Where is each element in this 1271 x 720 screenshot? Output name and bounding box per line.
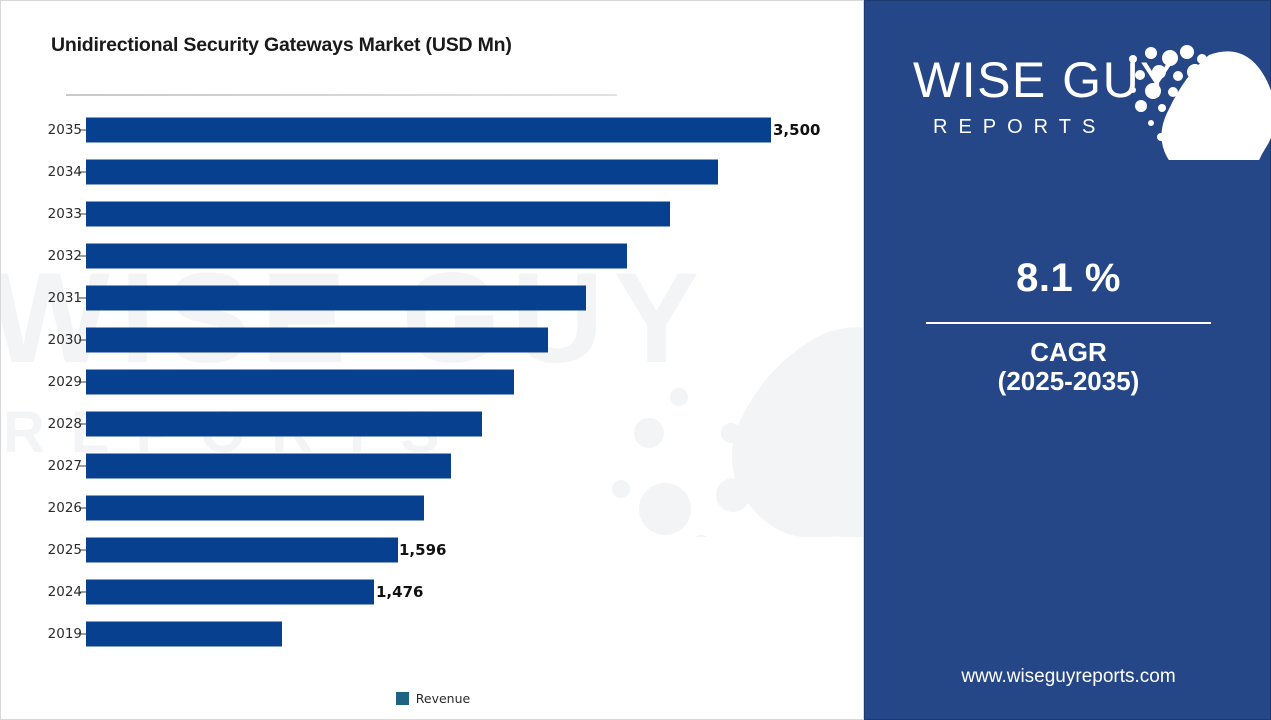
cagr-block: 8.1 % CAGR (2025-2035) [865, 256, 1271, 396]
bar-2034[interactable] [86, 159, 718, 185]
chart-row: 2031 [1, 277, 863, 319]
y-axis-label: 2026 [47, 500, 82, 516]
chart-row: 2028 [1, 403, 863, 445]
y-axis-label: 2027 [47, 458, 82, 474]
y-axis-label: 2035 [47, 122, 82, 138]
chart-row: 2024 1,476 [1, 571, 863, 613]
bar-2029[interactable] [86, 369, 514, 395]
axis-tick [79, 591, 86, 593]
axis-tick [79, 423, 86, 425]
bar-value-2024: 1,476 [376, 583, 424, 601]
y-axis-label: 2031 [47, 290, 82, 306]
legend-swatch-icon [395, 692, 409, 705]
cagr-value: 8.1 % [1016, 256, 1121, 300]
svg-text:REPORTS: REPORTS [933, 116, 1106, 138]
y-axis-label: 2025 [47, 542, 82, 558]
chart-panel: WISE GUY REPORTS Unidirectional Security… [0, 0, 864, 720]
bar-2033[interactable] [86, 201, 670, 227]
chart-legend: Revenue [1, 691, 863, 706]
axis-tick [79, 381, 86, 383]
chart-row: 2033 [1, 193, 863, 235]
bar-2026[interactable] [86, 495, 424, 521]
chart-row: 2027 [1, 445, 863, 487]
cagr-label-line2: (2025-2035) [997, 366, 1140, 397]
bar-2019[interactable] [86, 621, 282, 647]
cagr-label-line1: CAGR [1030, 337, 1107, 367]
bar-2032[interactable] [86, 243, 627, 269]
axis-tick [79, 297, 86, 299]
bar-value-2025: 1,596 [399, 541, 447, 559]
chart-row: 2034 [1, 151, 863, 193]
bar-2028[interactable] [86, 411, 482, 437]
chart-row: 2025 1,596 [1, 529, 863, 571]
axis-tick [79, 465, 86, 467]
chart-row: 2035 3,500 [1, 109, 863, 151]
y-axis-label: 2030 [47, 332, 82, 348]
y-axis-label: 2033 [47, 206, 82, 222]
axis-tick [79, 339, 86, 341]
bar-2025[interactable] [86, 537, 398, 563]
chart-row: 2032 [1, 235, 863, 277]
brand-panel: WISE GUY REPORTS [864, 0, 1271, 720]
y-axis-label: 2032 [47, 248, 82, 264]
chart-row: 2030 [1, 319, 863, 361]
title-divider [66, 94, 617, 96]
axis-tick [79, 633, 86, 635]
bar-2031[interactable] [86, 285, 586, 311]
bar-value-2035: 3,500 [773, 121, 821, 139]
axis-tick [79, 549, 86, 551]
axis-tick [79, 171, 86, 173]
chart-row: 2026 [1, 487, 863, 529]
y-axis-label: 2034 [47, 164, 82, 180]
y-axis-label: 2028 [47, 416, 82, 432]
chart-row: 2029 [1, 361, 863, 403]
chart-row: 2019 [1, 613, 863, 655]
bar-2024[interactable] [86, 579, 374, 605]
plot-area: 2035 3,500 2034 2033 2032 [1, 109, 863, 655]
axis-tick [79, 129, 86, 131]
chart-title: Unidirectional Security Gateways Market … [51, 34, 512, 56]
bar-2027[interactable] [86, 453, 451, 479]
axis-tick [79, 213, 86, 215]
y-axis-label: 2019 [47, 626, 82, 642]
wiseguy-reports-logo: WISE GUY REPORTS [913, 45, 1271, 160]
website-url[interactable]: www.wiseguyreports.com [961, 666, 1176, 687]
axis-tick [79, 255, 86, 257]
axis-tick [79, 507, 86, 509]
legend-label-revenue: Revenue [415, 691, 471, 706]
bar-2030[interactable] [86, 327, 548, 353]
cagr-divider [926, 322, 1211, 324]
y-axis-label: 2029 [47, 374, 82, 390]
y-axis-label: 2024 [47, 584, 82, 600]
bar-2035[interactable] [86, 117, 771, 143]
